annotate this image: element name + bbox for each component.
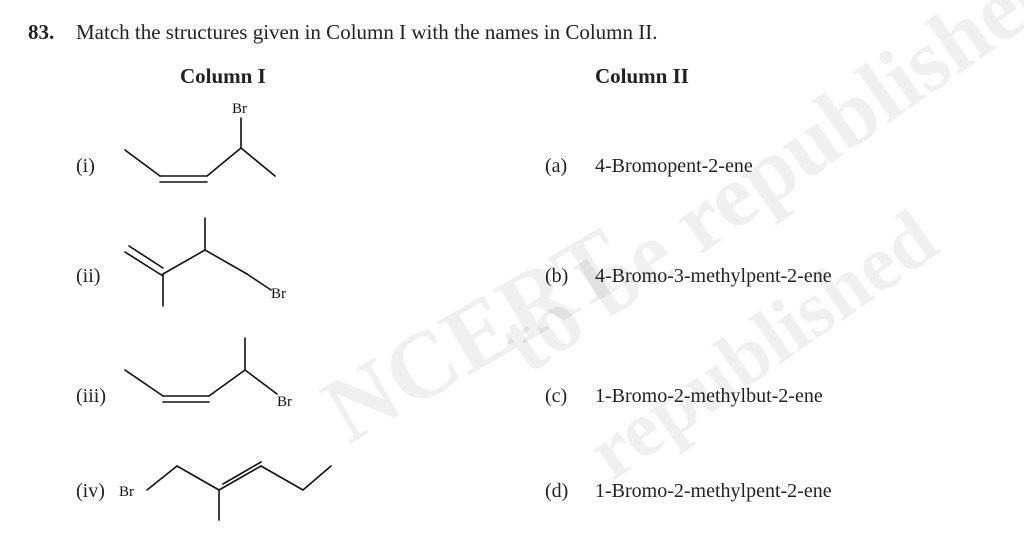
compound-name: 1-Bromo-2-methylpent-2-ene	[595, 480, 832, 503]
row-right-label: (a)	[545, 155, 567, 178]
svg-text:Br: Br	[232, 101, 247, 117]
column-1-header: Column I	[180, 64, 266, 89]
row-left-label: (iii)	[76, 385, 106, 408]
question-number: 83.	[28, 20, 54, 45]
watermark-text: NCERT	[305, 205, 645, 465]
structure-iv: Br	[115, 436, 345, 526]
column-2-header: Column II	[595, 64, 689, 89]
structure-ii: Br	[115, 210, 325, 315]
structure-iii: Br	[115, 330, 325, 430]
svg-text:Br: Br	[271, 286, 286, 302]
row-left-label: (iv)	[76, 480, 105, 503]
row-right-label: (d)	[545, 480, 568, 503]
question-text: Match the structures given in Column I w…	[76, 20, 658, 45]
row-right-label: (c)	[545, 385, 567, 408]
row-right-label: (b)	[545, 265, 568, 288]
svg-text:Br: Br	[119, 484, 134, 500]
svg-text:Br: Br	[277, 394, 292, 410]
structure-i: Br	[115, 98, 305, 196]
page: { "question": { "number": "83.", "text":…	[0, 0, 1024, 534]
watermark-text: to be republished	[481, 0, 1024, 394]
watermark-text: republished	[571, 193, 953, 499]
row-left-label: (ii)	[76, 265, 100, 288]
compound-name: 1-Bromo-2-methylbut-2-ene	[595, 385, 823, 408]
compound-name: 4-Bromopent-2-ene	[595, 155, 753, 178]
row-left-label: (i)	[76, 155, 95, 178]
compound-name: 4-Bromo-3-methylpent-2-ene	[595, 265, 832, 288]
